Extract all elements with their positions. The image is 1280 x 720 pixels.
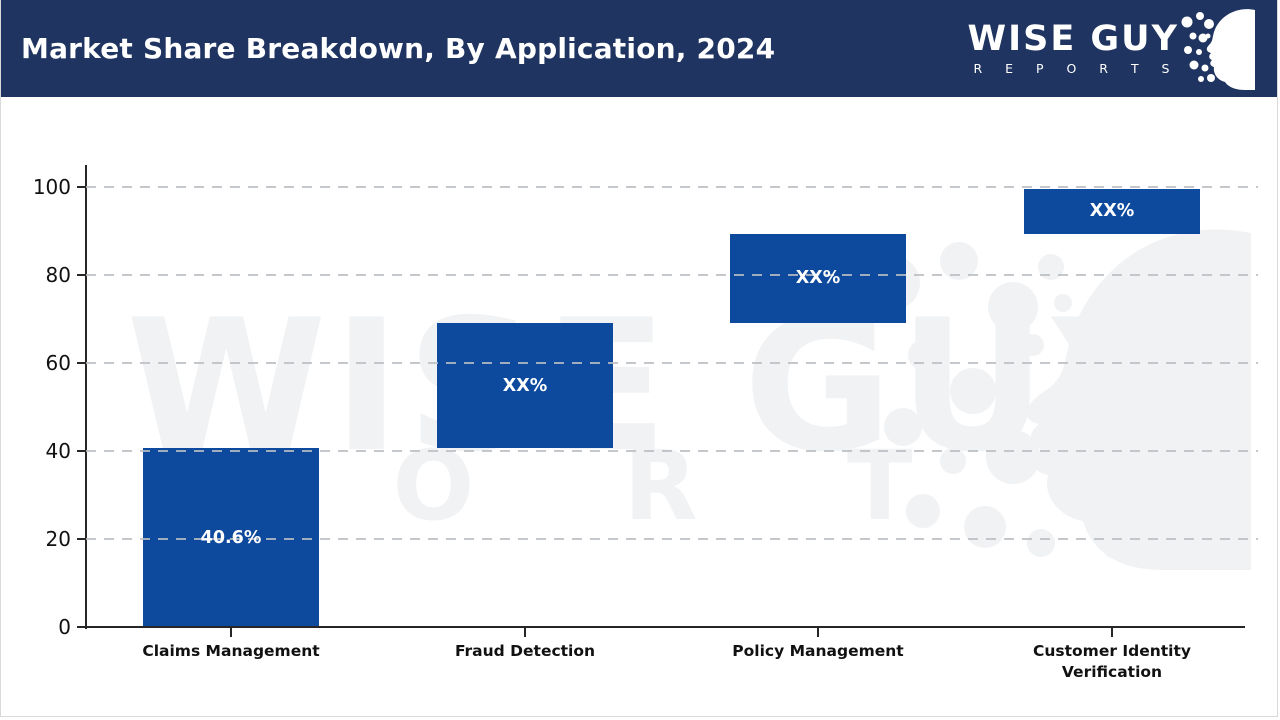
- y-tick-label-80: 80: [45, 263, 71, 287]
- x-tick-mark-2: [817, 628, 819, 637]
- bar-value-label-2: XX%: [795, 268, 841, 289]
- category-label-2: Policy Management: [732, 642, 904, 660]
- category-label-0: Claims Management: [142, 642, 320, 660]
- logo-face-icon: [1181, 8, 1255, 90]
- y-tick-mark-100: [77, 186, 86, 188]
- y-tick-label-0: 0: [58, 615, 71, 639]
- logo-wordmark: WISE GUY: [967, 18, 1179, 59]
- y-tick-mark-40: [77, 450, 86, 452]
- header: Market Share Breakdown, By Application, …: [1, 0, 1277, 97]
- gridline-100: [86, 186, 1258, 188]
- plot-area: WISE GUY P O R T S 0 20 40 60 80 100 40.6% XX%…: [1, 97, 1279, 717]
- x-tick-mark-3: [1111, 628, 1113, 637]
- y-tick-label-100: 100: [32, 175, 71, 199]
- category-label-3: Customer Identity Verification: [1032, 642, 1192, 681]
- logo-text: WISE GUY R E P O R T S: [967, 18, 1179, 76]
- y-tick-mark-60: [77, 362, 86, 364]
- x-tick-mark-0: [230, 628, 232, 637]
- bar-2: [730, 233, 906, 323]
- bar-1: [437, 322, 613, 449]
- bar-3: [1024, 188, 1200, 234]
- bar-value-label-0: 40.6%: [200, 527, 262, 548]
- bar-value-label-1: XX%: [502, 375, 548, 396]
- x-tick-mark-1: [524, 628, 526, 637]
- bar-0: [143, 448, 319, 627]
- x-axis: [85, 626, 1245, 628]
- y-axis: [85, 165, 87, 629]
- y-tick-label-20: 20: [45, 527, 71, 551]
- y-tick-mark-0: [77, 626, 86, 628]
- y-tick-mark-20: [77, 538, 86, 540]
- watermark-face-icon: [866, 229, 1251, 570]
- y-tick-label-60: 60: [45, 351, 71, 375]
- y-tick-mark-80: [77, 274, 86, 276]
- category-label-1: Fraud Detection: [454, 642, 596, 660]
- bar-value-label-3: XX%: [1089, 201, 1135, 222]
- y-tick-label-40: 40: [45, 439, 71, 463]
- wiseguy-logo: WISE GUY R E P O R T S: [967, 8, 1255, 90]
- chart-title: Market Share Breakdown, By Application, …: [21, 32, 776, 65]
- logo-subtitle: R E P O R T S: [973, 60, 1179, 76]
